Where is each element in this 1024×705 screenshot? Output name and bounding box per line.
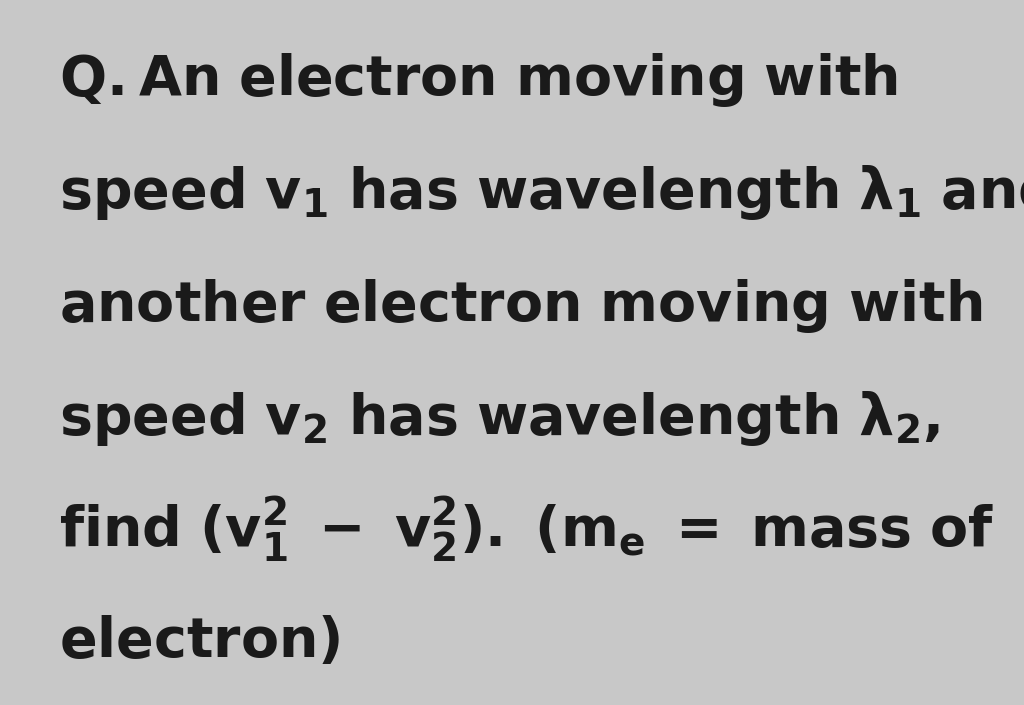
Text: $\mathbf{speed\ v_1\ has\ wavelength\ \lambda_1\ and}$: $\mathbf{speed\ v_1\ has\ wavelength\ \l… [59, 163, 1024, 222]
Text: $\mathbf{another\ electron\ moving\ with}$: $\mathbf{another\ electron\ moving\ with… [59, 277, 983, 335]
Text: $\mathbf{electron)}$: $\mathbf{electron)}$ [59, 615, 341, 669]
Text: $\mathbf{Q. An\ electron\ moving\ with}$: $\mathbf{Q. An\ electron\ moving\ with}$ [59, 51, 898, 109]
Text: $\mathbf{speed\ v_2\ has\ wavelength\ \lambda_2,}$: $\mathbf{speed\ v_2\ has\ wavelength\ \l… [59, 388, 940, 448]
Text: $\mathbf{find\ (v_1^2\ -\ v_2^2).\ (m_e\ =\ mass\ of}$: $\mathbf{find\ (v_1^2\ -\ v_2^2).\ (m_e\… [59, 494, 995, 564]
